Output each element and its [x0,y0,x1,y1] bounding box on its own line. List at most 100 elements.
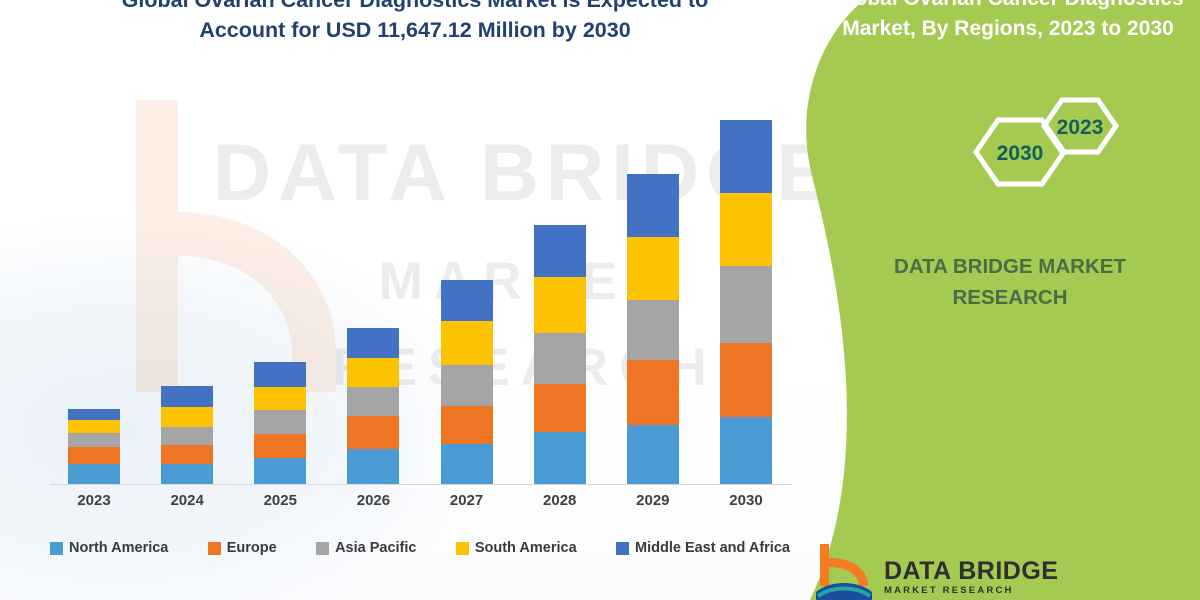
bar-segment[interactable] [161,385,214,407]
bar-group-2026 [347,120,400,485]
chart-plot-area [50,120,790,485]
stacked-bar[interactable] [347,327,400,485]
legend-item-europe[interactable]: Europe [207,540,277,556]
bar-segment[interactable] [626,359,679,425]
bar-group-2029 [626,120,679,485]
bar-segment[interactable] [347,416,400,449]
legend-item-asia-pacific[interactable]: Asia Pacific [316,540,416,556]
x-axis-line [50,484,792,485]
bar-segment[interactable] [533,225,586,278]
x-axis-label-2029: 2029 [636,492,670,509]
bar-segment[interactable] [533,383,586,432]
stacked-bar[interactable] [254,361,307,485]
bar-segment[interactable] [254,386,307,410]
stacked-bar-chart [50,120,790,485]
legend-swatch-icon [50,541,63,555]
bar-segment[interactable] [719,343,772,418]
bar-segment[interactable] [719,120,772,194]
bar-segment[interactable] [626,236,679,301]
right-panel-title: Global Ovarian Cancer Diagnostics Market… [832,0,1183,40]
page-title: Global Ovarian Cancer Diagnostics Market… [121,0,709,42]
legend-item-middle-east-and-africa[interactable]: Middle East and Africa [616,540,790,556]
company-logo: DATA BRIDGE MARKET RESEARCH [814,538,1194,600]
hexagon-2023-label: 2023 [1057,116,1104,139]
bar-segment[interactable] [68,420,120,433]
x-axis-label-2026: 2026 [356,492,391,509]
bar-segment[interactable] [440,365,493,406]
bar-segment[interactable] [440,321,493,366]
bar-segment[interactable] [626,300,679,360]
bar-segment[interactable] [254,433,307,458]
bar-group-2028 [533,120,586,485]
hexagon-2023-icon [1040,97,1120,155]
right-panel-brand: DATA BRIDGE MARKET RESEARCH [840,252,1180,314]
bar-segment[interactable] [347,448,400,485]
bar-segment[interactable] [68,447,120,465]
bar-group-2024 [161,120,214,485]
bar-segment[interactable] [440,279,493,322]
bar-segment[interactable] [626,174,679,237]
bar-segment[interactable] [626,424,679,485]
bar-segment[interactable] [347,327,400,358]
logo-line-2: MARKET RESEARCH [884,585,1014,597]
bar-segment[interactable] [254,361,307,387]
legend-swatch-icon [455,541,469,555]
legend-item-south-america[interactable]: South America [455,540,577,556]
x-axis-label-2023: 2023 [77,492,111,509]
logo-wordmark: DATA BRIDGE MARKET RESEARCH [884,556,1059,600]
bar-segment[interactable] [161,406,214,427]
green-side-panel: Global Ovarian Cancer Diagnostics Market… [800,0,1200,600]
x-axis-tick-labels: 2023 2024 2025 2026 2027 2028 2029 2030 [50,492,790,509]
bar-group-2027 [440,120,493,485]
bar-segment[interactable] [533,332,586,384]
bar-segment[interactable] [719,417,772,485]
bar-segment[interactable] [161,426,214,446]
x-axis-label-2025: 2025 [263,492,297,509]
legend-item-north-america[interactable]: North America [50,540,168,556]
brand-line-2: RESEARCH [952,285,1068,309]
legend-label: North America [69,540,169,556]
brand-line-1: DATA BRIDGE MARKET [894,255,1126,278]
legend-swatch-icon [616,541,629,555]
bar-segment[interactable] [68,464,120,485]
bar-segment[interactable] [719,266,772,344]
hexagon-year-badges: 2030 2023 [958,92,1148,222]
bar-segment[interactable] [719,193,772,267]
chart-legend: North America Europe Asia Pacific South Ame… [50,540,790,556]
bar-segment[interactable] [161,464,214,485]
bar-segment[interactable] [161,445,214,465]
legend-swatch-icon [207,541,221,555]
x-axis-label-2030: 2030 [729,492,763,509]
stacked-bar[interactable] [68,408,120,485]
bar-segment[interactable] [347,357,400,387]
stacked-bar[interactable] [626,174,679,485]
x-axis-label-2027: 2027 [449,492,484,509]
bar-segment[interactable] [68,408,120,421]
legend-swatch-icon [316,541,330,555]
logo-bridge-icon [814,542,876,600]
bar-segment[interactable] [440,444,493,485]
stacked-bar[interactable] [161,385,214,485]
bar-group-2030 [719,120,772,485]
logo-line-1: DATA BRIDGE [884,556,1059,585]
bar-segment[interactable] [254,409,307,434]
bar-segment[interactable] [533,277,586,333]
stacked-bar[interactable] [719,120,772,485]
stacked-bar[interactable] [440,279,493,485]
chart-panel: DATA BRIDGE MARKET RESEARCH Global Ovari… [0,0,880,600]
bar-segment[interactable] [68,432,120,448]
bar-segment[interactable] [440,405,493,445]
legend-label: Europe [226,540,277,556]
x-axis-label-2028: 2028 [543,492,577,509]
legend-label: Middle East and Africa [635,540,790,556]
bar-segment[interactable] [533,431,586,485]
x-axis-label-2024: 2024 [170,492,204,509]
hexagon-2030-label: 2030 [997,142,1044,165]
bar-group-2023 [68,120,120,485]
bar-segment[interactable] [254,457,307,485]
stacked-bar[interactable] [533,225,586,485]
bar-segment[interactable] [347,386,400,417]
legend-label: Asia Pacific [335,540,417,556]
legend-label: South America [474,540,577,556]
